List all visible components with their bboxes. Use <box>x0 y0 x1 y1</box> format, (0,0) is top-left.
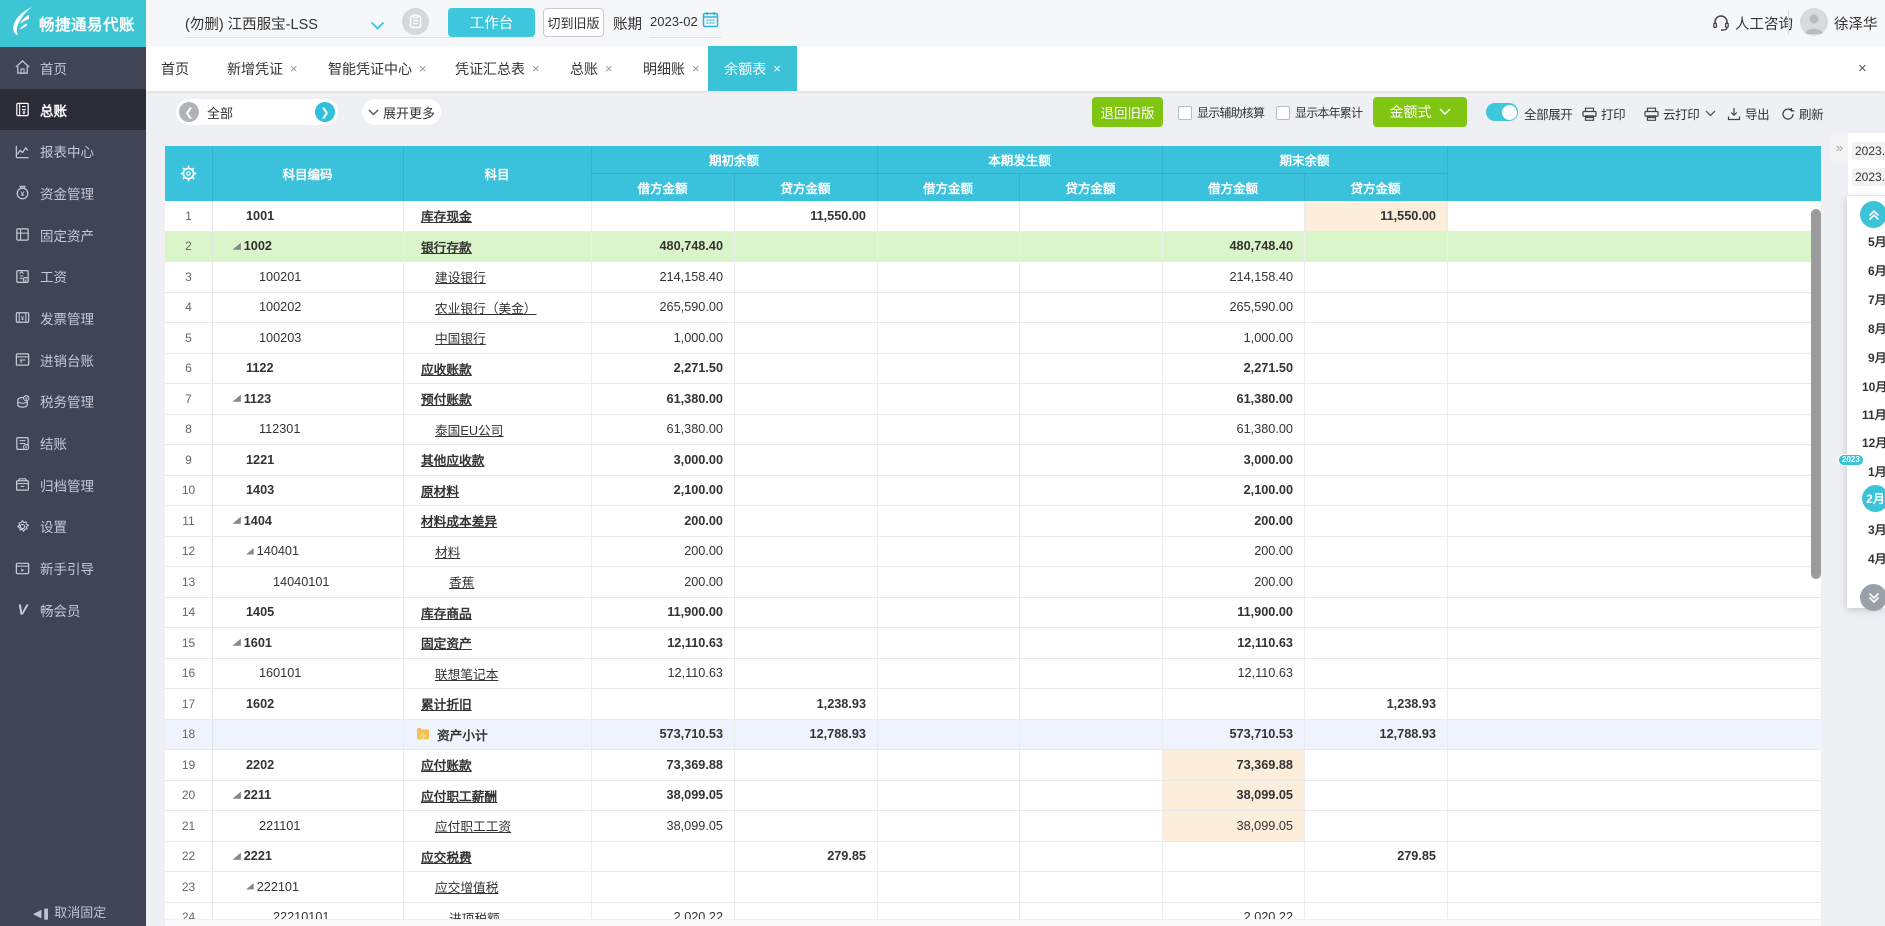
svg-text:V: V <box>17 602 29 618</box>
svg-text:¥: ¥ <box>25 396 28 402</box>
svg-text:小: 小 <box>419 731 427 740</box>
svg-text:¥: ¥ <box>24 278 27 284</box>
svg-text:¥: ¥ <box>21 191 25 198</box>
svg-text:¥: ¥ <box>25 445 28 451</box>
svg-text:¥: ¥ <box>22 111 25 117</box>
svg-text:¥: ¥ <box>21 316 25 322</box>
